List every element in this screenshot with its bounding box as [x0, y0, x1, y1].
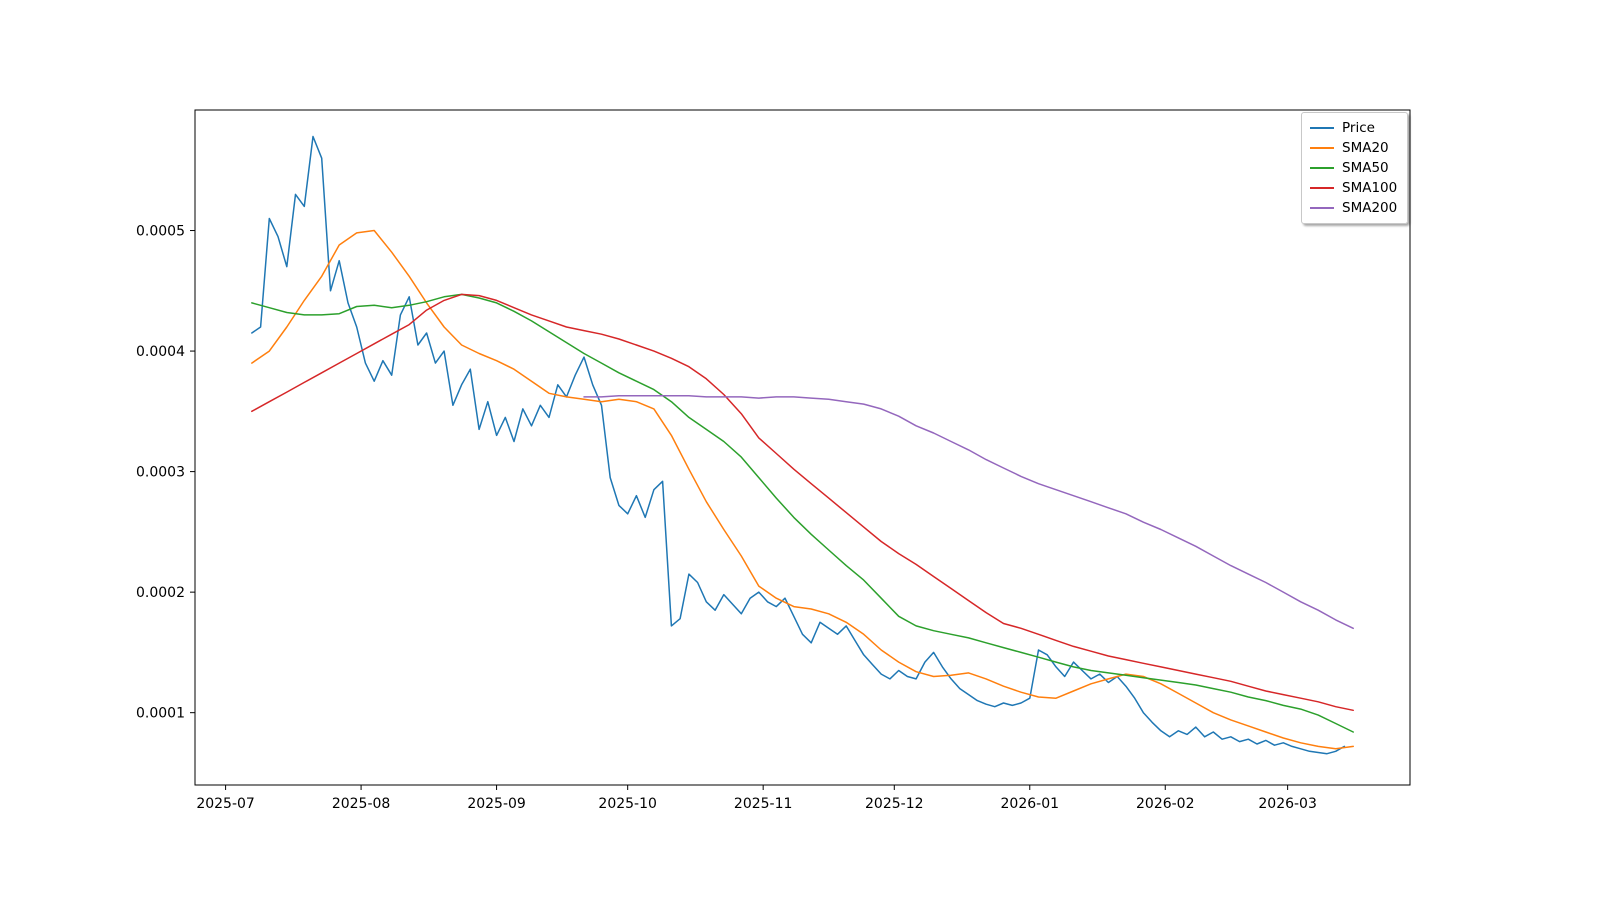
series-line-sma20 — [251, 229, 1354, 750]
x-tick-label: 2025-11 — [734, 796, 793, 812]
legend-label-sma20: SMA20 — [1342, 140, 1389, 156]
x-tick-label: 2025-07 — [196, 796, 255, 812]
y-tick-label: 0.0003 — [136, 465, 185, 481]
y-tick-label: 0.0005 — [136, 224, 185, 240]
legend-item-sma20: SMA20 — [1310, 138, 1397, 158]
series-line-sma200 — [583, 394, 1354, 630]
legend-item-sma100: SMA100 — [1310, 178, 1397, 198]
y-tick-label: 0.0004 — [136, 344, 185, 360]
x-tick-label: 2025-08 — [332, 796, 391, 812]
sma200-line-swatch — [1310, 207, 1334, 209]
x-tick-label: 2026-01 — [1001, 796, 1060, 812]
sma20-line-swatch — [1310, 147, 1334, 149]
sma100-line-swatch — [1310, 187, 1334, 189]
series-line-sma100 — [251, 293, 1354, 712]
sma50-line-swatch — [1310, 167, 1334, 169]
x-tick-label: 2026-03 — [1258, 796, 1317, 812]
x-tick-label: 2025-09 — [467, 796, 526, 812]
legend-item-sma200: SMA200 — [1310, 198, 1397, 218]
legend: Price SMA20 SMA50 SMA100 SMA200 — [1301, 112, 1409, 224]
legend-label-sma50: SMA50 — [1342, 160, 1389, 176]
y-tick-label: 0.0002 — [136, 585, 185, 601]
x-tick-label: 2025-12 — [865, 796, 924, 812]
x-tick-label: 2025-10 — [598, 796, 657, 812]
y-tick-label: 0.0001 — [136, 706, 185, 722]
series-line-price — [251, 135, 1346, 755]
x-tick-label: 2026-02 — [1136, 796, 1195, 812]
legend-label-price: Price — [1342, 120, 1375, 136]
legend-label-sma100: SMA100 — [1342, 180, 1398, 196]
price-line-swatch — [1310, 127, 1334, 129]
series-line-sma50 — [251, 293, 1354, 733]
legend-label-sma200: SMA200 — [1342, 200, 1398, 216]
axes-frame — [194, 109, 1411, 786]
legend-item-price: Price — [1310, 118, 1397, 138]
legend-item-sma50: SMA50 — [1310, 158, 1397, 178]
